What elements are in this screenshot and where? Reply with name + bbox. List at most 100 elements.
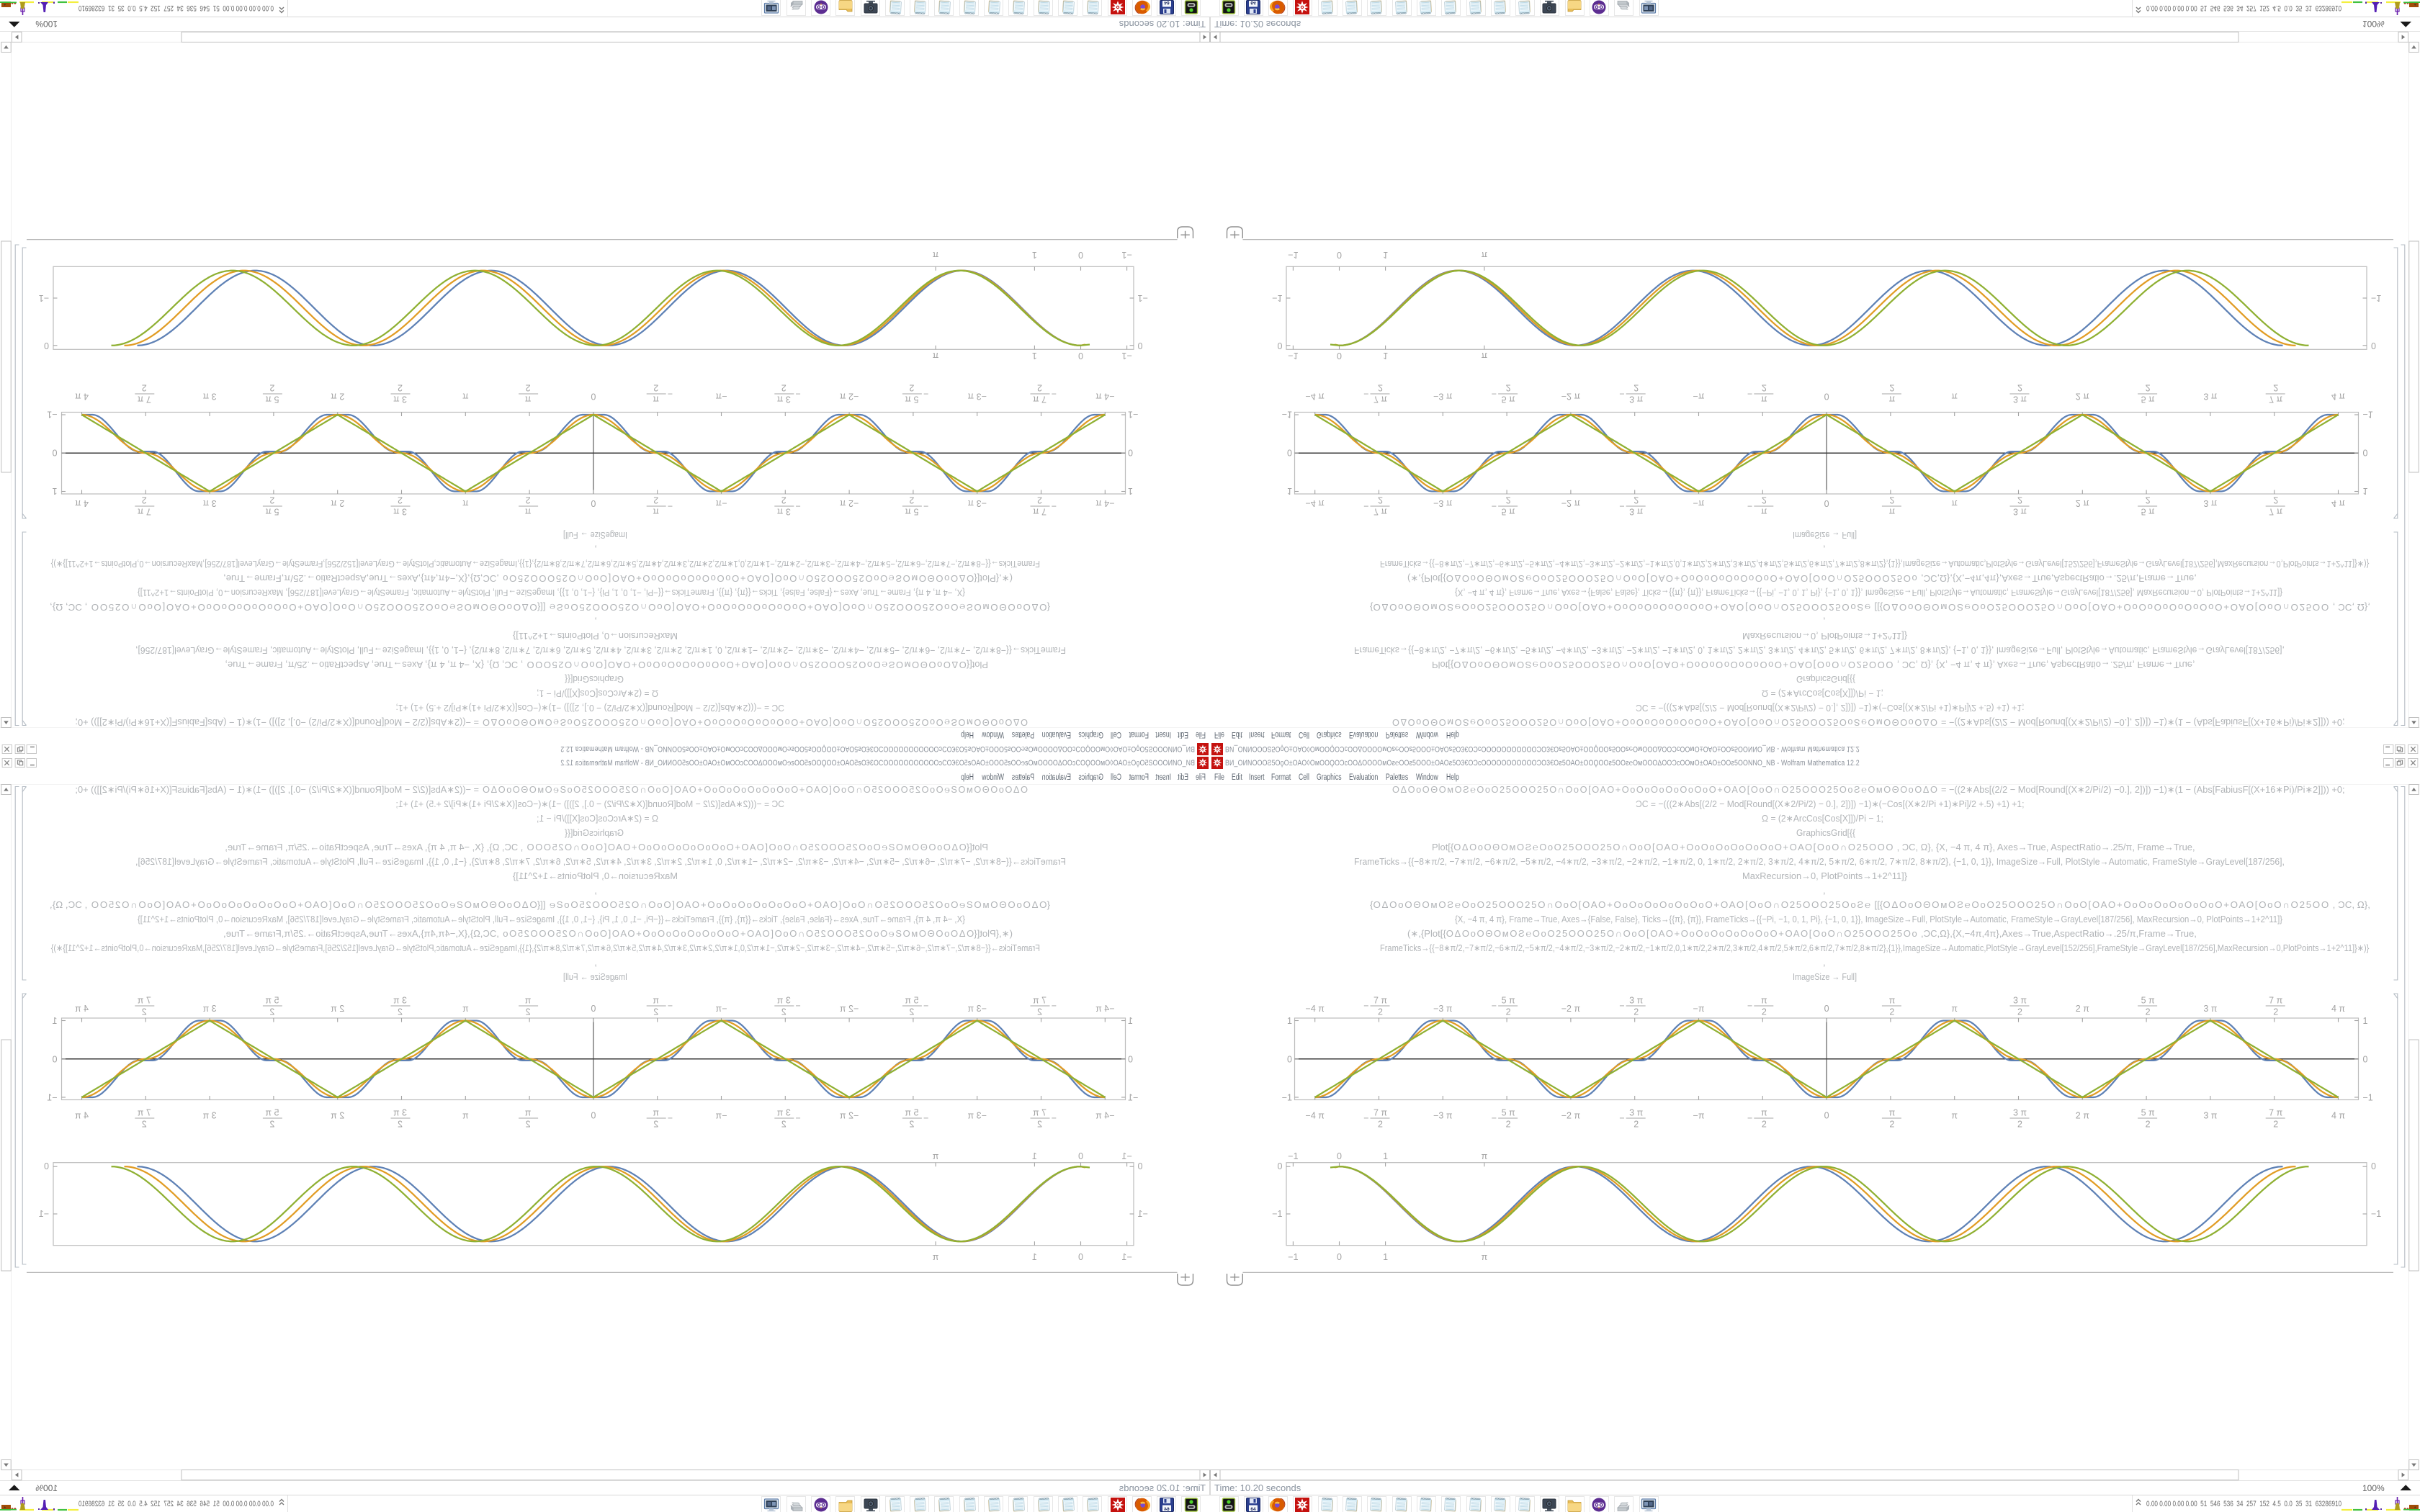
svg-text:2: 2: [1889, 383, 1894, 393]
svg-text:0: 0: [1824, 498, 1829, 508]
svg-text:1: 1: [53, 486, 58, 496]
svg-text:−4 π: −4 π: [1306, 1004, 1325, 1014]
svg-text:π: π: [1889, 395, 1896, 405]
svg-text:−: −: [1747, 1001, 1752, 1011]
svg-text:π: π: [653, 507, 659, 517]
svg-text:−2 π: −2 π: [1561, 392, 1581, 402]
svg-text:2: 2: [653, 495, 658, 505]
svg-text:2 π: 2 π: [2076, 1111, 2089, 1121]
svg-text:4 π: 4 π: [2331, 1004, 2345, 1014]
svg-text:−: −: [1747, 389, 1752, 399]
svg-text:2 π: 2 π: [331, 1111, 344, 1121]
svg-text:1: 1: [2363, 1016, 2368, 1026]
svg-text:3 π: 3 π: [393, 996, 407, 1006]
svg-text:2: 2: [2017, 383, 2022, 393]
svg-text:3 π: 3 π: [2013, 1108, 2027, 1118]
svg-text:−1: −1: [1128, 1093, 1138, 1103]
svg-text:2: 2: [1037, 1120, 1042, 1130]
svg-text:0: 0: [1078, 250, 1083, 260]
svg-text:π: π: [1482, 250, 1488, 260]
svg-text:0: 0: [591, 1004, 596, 1014]
svg-text:2: 2: [653, 383, 658, 393]
svg-text:−π: −π: [1693, 392, 1705, 402]
svg-text:3 π: 3 π: [1629, 1108, 1643, 1118]
svg-text:π: π: [932, 351, 938, 361]
svg-text:2: 2: [2146, 383, 2151, 393]
svg-text:−1: −1: [1121, 1151, 1131, 1161]
svg-text:7 π: 7 π: [1373, 507, 1387, 517]
svg-text:2: 2: [653, 1120, 658, 1130]
svg-text:7 π: 7 π: [2269, 996, 2282, 1006]
svg-text:0: 0: [53, 1054, 58, 1064]
svg-text:2: 2: [1037, 383, 1042, 393]
svg-text:−: −: [923, 1001, 928, 1011]
svg-text:1: 1: [1032, 1151, 1037, 1161]
svg-text:7 π: 7 π: [1373, 1108, 1387, 1118]
svg-text:−1: −1: [2371, 1209, 2381, 1219]
svg-text:−: −: [795, 1001, 800, 1011]
svg-text:2: 2: [2273, 1120, 2278, 1130]
svg-text:1: 1: [1032, 1252, 1037, 1262]
svg-text:3 π: 3 π: [202, 392, 216, 402]
svg-text:−: −: [1492, 1113, 1497, 1123]
svg-text:3 π: 3 π: [2013, 395, 2027, 405]
svg-text:π: π: [653, 1108, 659, 1118]
svg-text:0: 0: [1824, 1111, 1829, 1121]
svg-text:2: 2: [1762, 383, 1767, 393]
svg-text:64: 64: [1164, 0, 1170, 5]
svg-text:7 π: 7 π: [2269, 1108, 2282, 1118]
svg-text:2 π: 2 π: [331, 498, 344, 508]
svg-text:3 π: 3 π: [2203, 1111, 2217, 1121]
svg-text:−2 π: −2 π: [1561, 1111, 1581, 1121]
svg-text:4 π: 4 π: [2331, 1111, 2345, 1121]
svg-text:−: −: [1492, 389, 1497, 399]
svg-text:−: −: [1619, 389, 1624, 399]
svg-text:1: 1: [1128, 1016, 1133, 1026]
svg-text:−: −: [1363, 389, 1368, 399]
svg-text:0: 0: [1278, 1161, 1283, 1171]
svg-text:−1: −1: [2371, 293, 2381, 303]
svg-text:π: π: [653, 996, 659, 1006]
svg-text:0: 0: [591, 392, 596, 402]
svg-text:−4 π: −4 π: [1095, 392, 1115, 402]
svg-text:2: 2: [781, 383, 786, 393]
svg-text:5 π: 5 π: [265, 996, 279, 1006]
svg-text:0: 0: [1287, 1054, 1292, 1064]
svg-text:2: 2: [1762, 1120, 1767, 1130]
svg-text:2: 2: [1378, 383, 1383, 393]
svg-text:−4 π: −4 π: [1095, 498, 1115, 508]
svg-text:0: 0: [53, 448, 58, 458]
svg-text:5 π: 5 π: [265, 1108, 279, 1118]
svg-text:−2 π: −2 π: [1561, 1004, 1581, 1014]
svg-text:2: 2: [2273, 495, 2278, 505]
svg-text:7 π: 7 π: [1373, 996, 1387, 1006]
svg-text:−1: −1: [1137, 293, 1147, 303]
svg-text:0: 0: [1337, 351, 1342, 361]
svg-text:−2 π: −2 π: [1561, 498, 1581, 508]
svg-text:7 π: 7 π: [137, 1108, 151, 1118]
svg-text:π: π: [1889, 507, 1896, 517]
svg-text:π: π: [524, 395, 531, 405]
svg-text:1: 1: [1383, 1151, 1388, 1161]
svg-text:π: π: [462, 498, 469, 508]
svg-text:1: 1: [1032, 351, 1037, 361]
svg-text:4 π: 4 π: [75, 1004, 89, 1014]
svg-text:2: 2: [142, 495, 147, 505]
svg-text:0: 0: [1128, 1054, 1133, 1064]
svg-text:π: π: [462, 1111, 469, 1121]
svg-text:0: 0: [1337, 250, 1342, 260]
svg-text:π: π: [524, 1108, 531, 1118]
svg-text:π: π: [1482, 351, 1488, 361]
svg-text:−1: −1: [1137, 1209, 1147, 1219]
svg-text:2: 2: [1506, 1120, 1511, 1130]
svg-text:2 π: 2 π: [2076, 1004, 2089, 1014]
svg-text:−1: −1: [39, 1209, 49, 1219]
svg-text:0: 0: [1337, 1151, 1342, 1161]
svg-text:0: 0: [1824, 392, 1829, 402]
svg-text:2: 2: [2146, 1007, 2151, 1017]
svg-text:5 π: 5 π: [1502, 395, 1515, 405]
svg-text:2: 2: [398, 1007, 403, 1017]
svg-text:5 π: 5 π: [2141, 1108, 2155, 1118]
svg-text:2: 2: [1378, 495, 1383, 505]
svg-text:−1: −1: [2363, 1093, 2373, 1103]
